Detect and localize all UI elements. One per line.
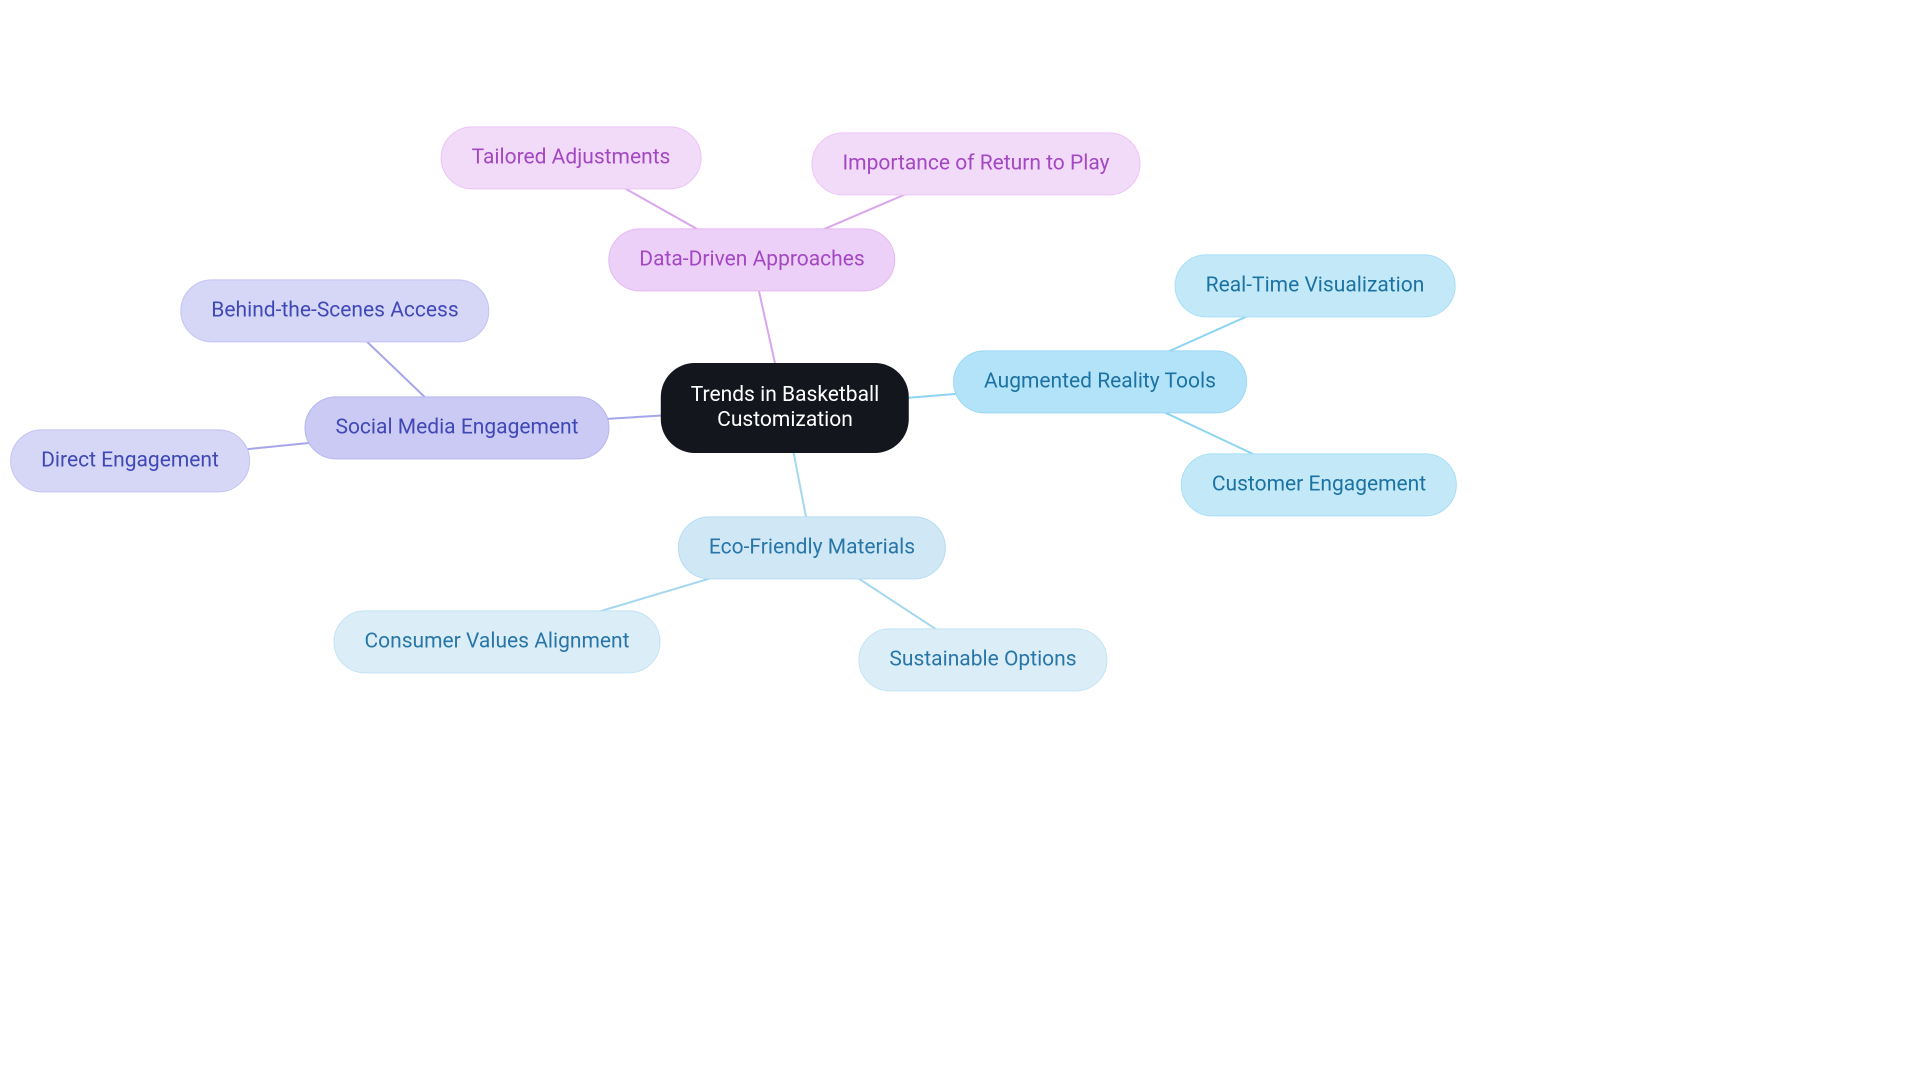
node-return-play: Importance of Return to Play	[811, 132, 1140, 195]
node-direct-engage: Direct Engagement	[10, 429, 250, 492]
node-social-media: Social Media Engagement	[304, 396, 609, 459]
node-ar-tools: Augmented Reality Tools	[953, 350, 1247, 413]
node-realtime-viz: Real-Time Visualization	[1175, 254, 1456, 317]
mindmap-diagram: Tailored Adjustments Importance of Return…	[0, 0, 1920, 1083]
node-cust-engage: Customer Engagement	[1181, 453, 1457, 516]
node-behind-scenes: Behind-the-Scenes Access	[180, 279, 489, 342]
node-center: Trends in Basketball Customization	[661, 363, 909, 453]
node-sustainable: Sustainable Options	[858, 628, 1107, 691]
node-data-driven: Data-Driven Approaches	[608, 228, 895, 291]
node-consumer-values: Consumer Values Alignment	[333, 610, 660, 673]
node-eco-friendly: Eco-Friendly Materials	[678, 516, 946, 579]
node-tailored: Tailored Adjustments	[441, 126, 702, 189]
